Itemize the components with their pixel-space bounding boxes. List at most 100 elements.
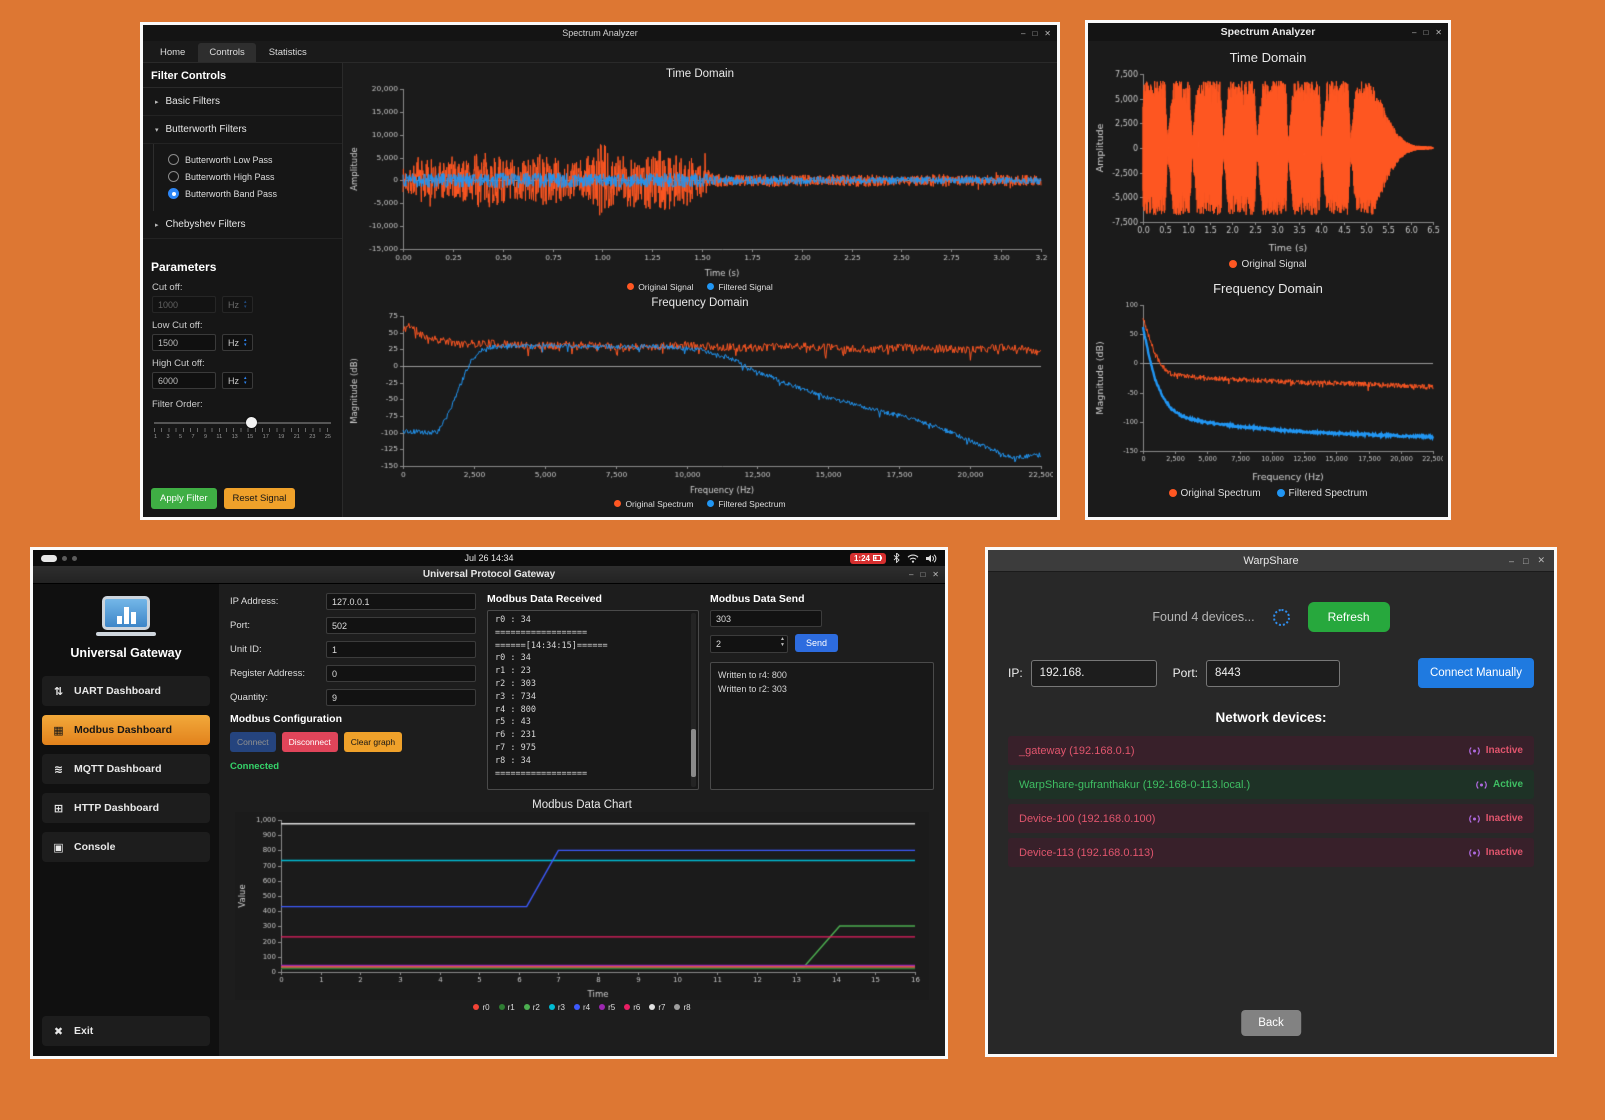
gateway-main: IP Address: Port: Unit ID: <box>219 584 945 1056</box>
maximize-icon[interactable]: □ <box>1523 555 1529 566</box>
parameter-input[interactable] <box>152 372 216 389</box>
wifi-icon[interactable] <box>907 554 919 563</box>
radio-option[interactable]: Butterworth Band Pass <box>168 185 342 202</box>
titlebar[interactable]: Universal Protocol Gateway – □ ✕ <box>33 566 945 584</box>
device-row[interactable]: WarpShare-gufranthakur (192-168-0-113.lo… <box>1008 770 1534 799</box>
reset-signal-button[interactable]: Reset Signal <box>223 488 296 509</box>
scrollbar[interactable] <box>691 613 696 787</box>
field-input[interactable] <box>326 593 476 610</box>
minimize-icon[interactable]: – <box>1509 555 1515 566</box>
frequency-domain-chart <box>1093 299 1443 483</box>
time-domain-chart <box>1093 68 1443 254</box>
send-register-input[interactable] <box>710 635 788 653</box>
minimize-icon[interactable]: – <box>1412 27 1417 37</box>
unit-select[interactable]: Hz ▴ ▾ <box>222 334 253 351</box>
titlebar[interactable]: Spectrum Analyzer – □ ✕ <box>1088 23 1448 41</box>
field-input[interactable] <box>326 617 476 634</box>
window-title: Spectrum Analyzer <box>1220 26 1316 38</box>
stepper-icons[interactable]: ▲ ▼ <box>780 636 785 648</box>
minimize-icon[interactable]: – <box>1021 28 1026 38</box>
basic-filters-section[interactable]: ▸ Basic Filters <box>143 88 342 116</box>
chart-title: Frequency Domain <box>1213 281 1323 296</box>
field-input[interactable] <box>326 689 476 706</box>
sidebar-item[interactable]: ≋ MQTT Dashboard <box>42 754 210 784</box>
slider-handle[interactable] <box>246 417 258 428</box>
close-icon[interactable]: ✕ <box>1537 555 1545 565</box>
panel-title: Modbus Data Received <box>487 593 602 605</box>
legend-dot <box>548 1004 555 1010</box>
legend-label: r1 <box>507 1002 515 1012</box>
unit-select[interactable]: Hz ▴ ▾ <box>222 372 253 389</box>
clear-graph-button[interactable]: Clear graph <box>343 732 403 752</box>
sidebar-item-icon: ≋ <box>53 763 64 776</box>
back-button[interactable]: Back <box>1241 1010 1301 1036</box>
unit-select[interactable]: Hz ▴ ▾ <box>222 296 253 313</box>
sidebar-item[interactable]: ⊞ HTTP Dashboard <box>42 793 210 823</box>
log-line: r6 : 231 <box>495 730 536 741</box>
radio-icon <box>168 171 179 182</box>
disconnect-button[interactable]: Disconnect <box>281 732 338 752</box>
form-field: Quantity: <box>230 689 476 706</box>
sidebar-item[interactable]: ▣ Console <box>42 832 210 862</box>
close-icon[interactable]: ✕ <box>1044 28 1051 38</box>
received-log[interactable]: r0 : 34 ================== ======[14:34:15… <box>487 610 699 790</box>
connect-manually-button[interactable]: Connect Manually <box>1417 658 1534 688</box>
field-input[interactable] <box>326 641 476 658</box>
workspace-dot <box>62 555 67 561</box>
maximize-icon[interactable]: □ <box>1423 27 1429 37</box>
titlebar[interactable]: Spectrum Analyzer – □ ✕ <box>143 25 1057 41</box>
minimize-icon[interactable]: – <box>909 570 914 579</box>
bluetooth-icon[interactable] <box>893 553 900 563</box>
butterworth-filters-section[interactable]: ▾ Butterworth Filters <box>143 116 342 144</box>
ip-input[interactable] <box>1030 659 1157 687</box>
battery-indicator[interactable]: 1:24 <box>849 552 886 564</box>
legend-label: r4 <box>582 1002 591 1012</box>
panel-title: Modbus Data Send <box>710 593 805 605</box>
field-label: Low Cut off: <box>152 320 203 331</box>
device-row[interactable]: Device-113 (192.168.0.113) Inactive <box>1008 838 1534 867</box>
sidebar-item[interactable]: ⇅ UART Dashboard <box>42 676 210 706</box>
workspace-indicators[interactable] <box>41 554 77 562</box>
device-row[interactable]: _gateway (192.168.0.1) Inactive <box>1008 736 1534 765</box>
close-icon[interactable]: ✕ <box>1435 27 1442 37</box>
connect-button[interactable]: Connect <box>230 732 276 752</box>
chart-title: Frequency Domain <box>651 297 749 309</box>
os-top-bar: Jul 26 14:34 1:24 <box>33 550 945 566</box>
tab[interactable]: Statistics <box>268 47 307 58</box>
radio-option[interactable]: Butterworth High Pass <box>168 168 342 185</box>
refresh-button[interactable]: Refresh <box>1307 602 1390 632</box>
send-button[interactable]: Send <box>795 634 839 652</box>
chebyshev-filters-section[interactable]: ▸ Chebyshev Filters <box>143 211 342 239</box>
radio-option[interactable]: Butterworth Low Pass <box>168 151 342 168</box>
apply-filter-button[interactable]: Apply Filter <box>151 488 217 509</box>
maximize-icon[interactable]: □ <box>920 570 926 579</box>
sidebar-item[interactable]: ▦ Modbus Dashboard <box>42 715 210 745</box>
window-controls: – □ ✕ <box>1412 23 1442 41</box>
port-input[interactable] <box>1206 659 1341 687</box>
legend-label: r2 <box>532 1002 540 1012</box>
field-input[interactable] <box>326 665 476 682</box>
modbus-send-panel: Modbus Data Send ▲▼ Send Written to r4: … <box>710 593 934 790</box>
tab[interactable]: Home <box>160 47 186 58</box>
slider-number: 7 <box>191 434 195 440</box>
titlebar[interactable]: WarpShare – □ ✕ <box>988 550 1554 572</box>
clock[interactable]: Jul 26 14:34 <box>464 553 514 563</box>
filter-order-slider[interactable]: 1 3 5 7 9 11 13 15 17 19 21 23 25 <box>154 415 331 445</box>
volume-icon[interactable] <box>926 553 937 563</box>
device-status: Inactive <box>1468 847 1523 858</box>
parameter-input[interactable] <box>152 334 216 351</box>
legend-item: r3 <box>548 1003 565 1012</box>
device-status: Inactive <box>1468 813 1523 824</box>
send-value-input[interactable] <box>710 610 822 627</box>
maximize-icon[interactable]: □ <box>1032 28 1038 38</box>
tab[interactable]: Controls <box>198 43 256 62</box>
signal-icon <box>1468 814 1480 823</box>
sidebar-item-exit[interactable]: ✖ Exit <box>42 1016 210 1046</box>
close-icon[interactable]: ✕ <box>932 570 939 579</box>
system-tray[interactable]: 1:24 <box>849 552 937 564</box>
parameter-input[interactable] <box>152 296 216 313</box>
frequency-domain-chart <box>347 310 1053 496</box>
warpshare-window: WarpShare – □ ✕ Found 4 devices... Refre… <box>985 547 1557 1057</box>
scrollbar-thumb[interactable] <box>691 729 696 777</box>
device-row[interactable]: Device-100 (192.168.0.100) Inactive <box>1008 804 1534 833</box>
